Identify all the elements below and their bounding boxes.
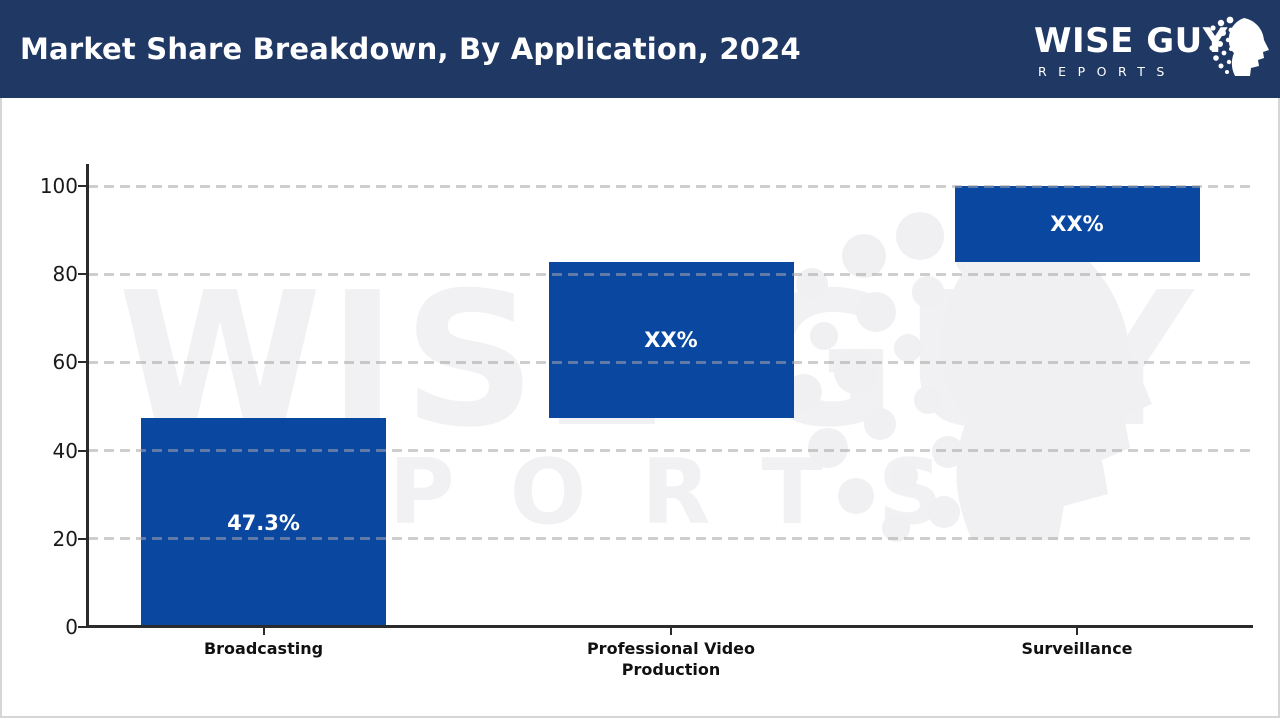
y-axis-tick-label: 40: [52, 438, 78, 463]
bar-value-label: 47.3%: [227, 510, 300, 535]
bar-segment: XX%: [548, 262, 794, 419]
logo-wordmark: WISE GUY: [1034, 21, 1228, 61]
y-axis-tick-label: 60: [52, 350, 78, 375]
y-axis-tick-mark: [78, 537, 86, 540]
y-axis-line: [86, 164, 89, 628]
bar-value-label: XX%: [1050, 212, 1104, 237]
y-axis-tick-mark: [78, 449, 86, 452]
gridline: [88, 537, 1253, 541]
bar-segment: XX%: [954, 186, 1200, 263]
y-axis-tick-label: 100: [39, 174, 78, 198]
x-axis-category-label: Surveillance: [1021, 639, 1133, 658]
page-title: Market Share Breakdown, By Application, …: [20, 32, 801, 66]
x-axis-category-label: Professional Video Production: [586, 639, 756, 679]
y-axis-tick-mark: [78, 361, 86, 364]
x-axis-tick-mark: [670, 628, 672, 635]
header-bar: Market Share Breakdown, By Application, …: [0, 0, 1280, 98]
y-axis-tick-mark: [78, 185, 86, 187]
y-axis-tick-mark: [78, 626, 86, 628]
y-axis-tick-mark: [78, 273, 86, 276]
x-axis-tick-mark: [262, 628, 265, 635]
logo-face-icon: [1209, 16, 1269, 76]
x-axis-category-label: Broadcasting: [203, 639, 324, 658]
y-axis-tick-label: 0: [65, 615, 78, 639]
bar-segment: 47.3%: [141, 418, 386, 627]
gridline: [88, 184, 1253, 188]
wise-guy-reports-logo: WISE GUY REPORTS: [1034, 16, 1269, 79]
watermark-face-icon: [786, 212, 1152, 542]
y-axis-tick-label: 80: [52, 262, 78, 287]
x-axis-line: [86, 625, 1253, 628]
bar-value-label: XX%: [644, 328, 698, 353]
gridline: [88, 360, 1253, 364]
y-axis-tick-label: 20: [52, 526, 78, 551]
logo-subtext: REPORTS: [1038, 64, 1176, 79]
gridline: [88, 449, 1253, 453]
x-axis-tick-mark: [1076, 628, 1078, 635]
gridline: [88, 272, 1253, 276]
